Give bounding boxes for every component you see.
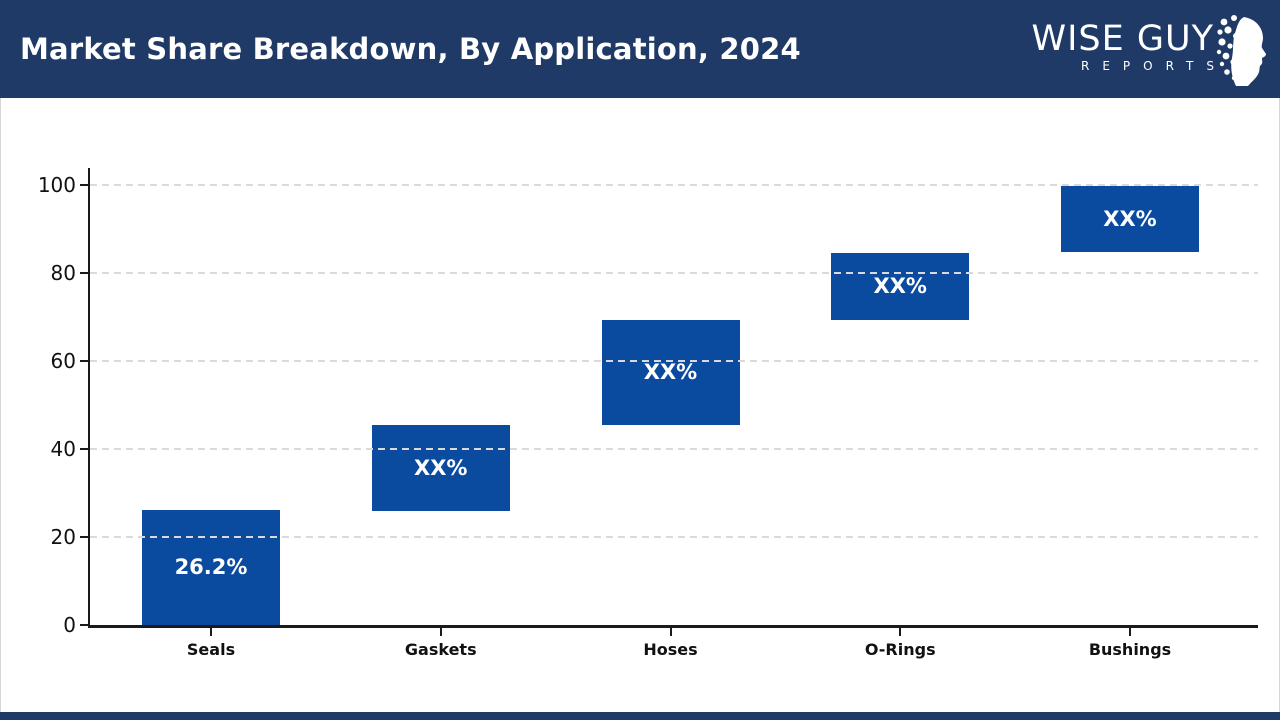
- bar-hoses: [601, 320, 740, 425]
- y-tick-label: 0: [63, 613, 76, 637]
- y-tick-mark: [80, 448, 88, 450]
- logo-text: WISE GUY REPORTS: [1031, 19, 1214, 73]
- x-tick-mark: [899, 628, 902, 636]
- bar-value-label: XX%: [414, 456, 468, 481]
- y-tick-label: 40: [50, 437, 76, 461]
- logo-wiseguy-text: WISE GUY: [1031, 19, 1214, 59]
- x-category-label: Gaskets: [404, 640, 477, 659]
- gridline-40: [90, 448, 1258, 450]
- x-tick-mark: [669, 628, 672, 636]
- x-tick-mark: [1129, 628, 1131, 636]
- x-category-label: Seals: [186, 640, 236, 659]
- bar-value-label: 26.2%: [174, 555, 248, 580]
- x-category-label: O-Rings: [864, 640, 936, 659]
- bar-gaskets: [371, 424, 510, 512]
- y-tick-label: 80: [50, 261, 76, 285]
- logo-face-icon: [1216, 15, 1266, 86]
- y-tick-label: 100: [37, 173, 76, 197]
- gridline-60: [90, 360, 1258, 362]
- wise-guy-reports-logo: WISE GUY REPORTS: [1011, 8, 1266, 90]
- y-tick-label: 20: [50, 525, 76, 549]
- gridline-80: [90, 272, 1258, 274]
- header-bar: Market Share Breakdown, By Application, …: [0, 0, 1280, 98]
- y-axis-spine: [88, 168, 90, 627]
- bar-value-label: XX%: [873, 274, 927, 299]
- x-axis-spine: [88, 625, 1258, 628]
- x-tick-mark: [439, 628, 442, 636]
- page-title: Market Share Breakdown, By Application, …: [20, 32, 801, 66]
- y-tick-mark: [80, 360, 88, 362]
- y-tick-label: 60: [50, 349, 76, 373]
- y-tick-mark: [80, 184, 88, 186]
- gridline-100: [90, 184, 1258, 186]
- bar-value-label: XX%: [643, 360, 698, 385]
- footer-bar: [0, 712, 1280, 720]
- x-tick-mark: [210, 628, 212, 636]
- x-category-label: Hoses: [643, 640, 698, 659]
- gridline-20: [90, 536, 1258, 538]
- y-tick-mark: [80, 624, 88, 626]
- y-tick-mark: [80, 536, 88, 538]
- logo-reports-text: REPORTS: [1080, 59, 1227, 73]
- y-tick-mark: [80, 272, 88, 274]
- x-category-label: Bushings: [1088, 640, 1172, 659]
- bar-value-label: XX%: [1103, 207, 1157, 232]
- bar-seals: [142, 509, 280, 625]
